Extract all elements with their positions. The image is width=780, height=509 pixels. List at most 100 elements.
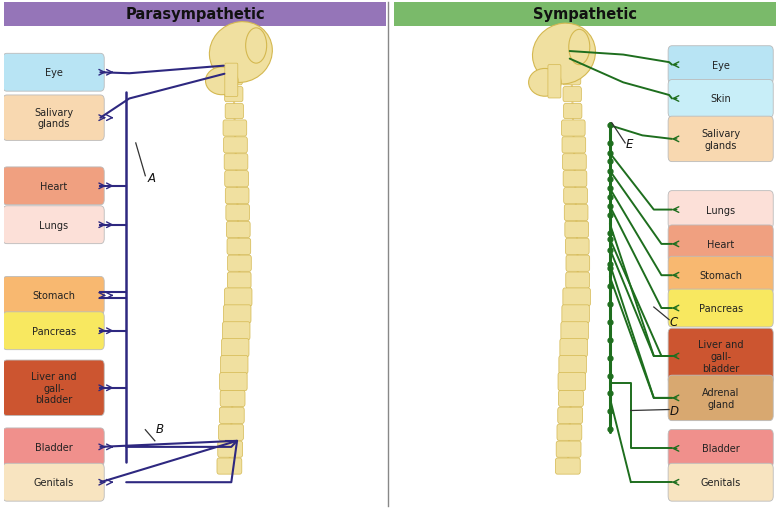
Text: Eye: Eye (711, 61, 729, 71)
Text: A: A (147, 172, 155, 184)
Text: B: B (156, 422, 164, 435)
Text: Sympathetic: Sympathetic (533, 7, 637, 22)
FancyBboxPatch shape (227, 239, 250, 255)
FancyBboxPatch shape (220, 390, 245, 407)
Ellipse shape (569, 30, 590, 66)
Text: Bladder: Bladder (702, 443, 739, 454)
FancyBboxPatch shape (225, 104, 243, 120)
FancyBboxPatch shape (562, 154, 587, 171)
FancyBboxPatch shape (566, 256, 590, 272)
Ellipse shape (529, 69, 561, 97)
FancyBboxPatch shape (226, 222, 250, 238)
FancyBboxPatch shape (225, 188, 249, 204)
FancyBboxPatch shape (3, 96, 105, 141)
FancyBboxPatch shape (225, 289, 252, 306)
Text: Liver and
gall-
bladder: Liver and gall- bladder (698, 340, 743, 373)
FancyBboxPatch shape (668, 290, 773, 327)
FancyBboxPatch shape (561, 322, 588, 340)
Text: C: C (670, 315, 678, 328)
FancyBboxPatch shape (218, 425, 243, 440)
Ellipse shape (205, 68, 238, 96)
FancyBboxPatch shape (226, 205, 250, 221)
FancyBboxPatch shape (3, 54, 105, 92)
FancyBboxPatch shape (564, 104, 582, 120)
FancyBboxPatch shape (3, 277, 105, 315)
Text: Stomach: Stomach (32, 291, 75, 301)
FancyBboxPatch shape (668, 430, 773, 467)
Text: Eye: Eye (44, 68, 62, 78)
FancyBboxPatch shape (556, 441, 581, 457)
FancyBboxPatch shape (557, 425, 582, 440)
FancyBboxPatch shape (3, 167, 105, 205)
FancyBboxPatch shape (566, 239, 589, 255)
FancyBboxPatch shape (224, 137, 247, 154)
FancyBboxPatch shape (3, 428, 105, 466)
FancyBboxPatch shape (668, 191, 773, 229)
Text: Lungs: Lungs (706, 205, 736, 215)
Text: Genitals: Genitals (34, 477, 74, 487)
Text: Salivary
glands: Salivary glands (34, 108, 73, 129)
FancyBboxPatch shape (3, 360, 105, 416)
FancyBboxPatch shape (564, 188, 587, 204)
Bar (394, 3, 776, 27)
FancyBboxPatch shape (3, 206, 105, 244)
Text: Liver and
gall-
bladder: Liver and gall- bladder (31, 372, 76, 405)
FancyBboxPatch shape (225, 172, 249, 187)
Text: Salivary
glands: Salivary glands (701, 129, 740, 150)
FancyBboxPatch shape (562, 71, 581, 86)
FancyBboxPatch shape (228, 272, 251, 289)
FancyBboxPatch shape (222, 322, 250, 340)
Text: D: D (670, 404, 679, 417)
FancyBboxPatch shape (563, 88, 581, 102)
FancyBboxPatch shape (558, 408, 583, 423)
FancyBboxPatch shape (225, 64, 238, 97)
FancyBboxPatch shape (218, 441, 243, 457)
Text: Parasympathetic: Parasympathetic (125, 7, 265, 22)
FancyBboxPatch shape (555, 458, 580, 474)
Text: Lungs: Lungs (39, 220, 68, 230)
FancyBboxPatch shape (223, 121, 246, 137)
FancyBboxPatch shape (224, 154, 248, 171)
Text: E: E (626, 138, 633, 151)
FancyBboxPatch shape (565, 222, 589, 238)
FancyBboxPatch shape (222, 339, 249, 357)
FancyBboxPatch shape (668, 376, 773, 421)
Ellipse shape (533, 24, 595, 85)
FancyBboxPatch shape (563, 172, 587, 187)
Text: Pancreas: Pancreas (699, 303, 743, 314)
Text: Pancreas: Pancreas (31, 326, 76, 336)
FancyBboxPatch shape (560, 339, 587, 357)
FancyBboxPatch shape (563, 289, 590, 306)
FancyBboxPatch shape (566, 272, 590, 289)
FancyBboxPatch shape (219, 408, 244, 423)
FancyBboxPatch shape (668, 80, 773, 118)
Text: Heart: Heart (707, 239, 734, 249)
FancyBboxPatch shape (220, 373, 247, 391)
FancyBboxPatch shape (3, 463, 105, 501)
Bar (4, 3, 386, 27)
FancyBboxPatch shape (558, 390, 583, 407)
Text: Genitals: Genitals (700, 477, 741, 487)
Text: Heart: Heart (40, 182, 67, 191)
FancyBboxPatch shape (548, 66, 561, 99)
Text: Skin: Skin (711, 94, 731, 104)
FancyBboxPatch shape (668, 117, 773, 162)
Ellipse shape (209, 22, 272, 83)
FancyBboxPatch shape (668, 463, 773, 501)
FancyBboxPatch shape (562, 137, 586, 154)
FancyBboxPatch shape (559, 356, 587, 374)
FancyBboxPatch shape (3, 312, 105, 350)
FancyBboxPatch shape (558, 373, 586, 391)
FancyBboxPatch shape (668, 47, 773, 84)
FancyBboxPatch shape (224, 71, 243, 86)
FancyBboxPatch shape (223, 305, 251, 323)
FancyBboxPatch shape (228, 256, 251, 272)
FancyBboxPatch shape (668, 329, 773, 384)
FancyBboxPatch shape (564, 205, 588, 221)
FancyBboxPatch shape (562, 121, 585, 137)
FancyBboxPatch shape (225, 88, 243, 102)
Text: Stomach: Stomach (699, 271, 743, 280)
Text: Adrenal
gland: Adrenal gland (702, 387, 739, 409)
FancyBboxPatch shape (668, 225, 773, 263)
FancyBboxPatch shape (562, 305, 590, 323)
